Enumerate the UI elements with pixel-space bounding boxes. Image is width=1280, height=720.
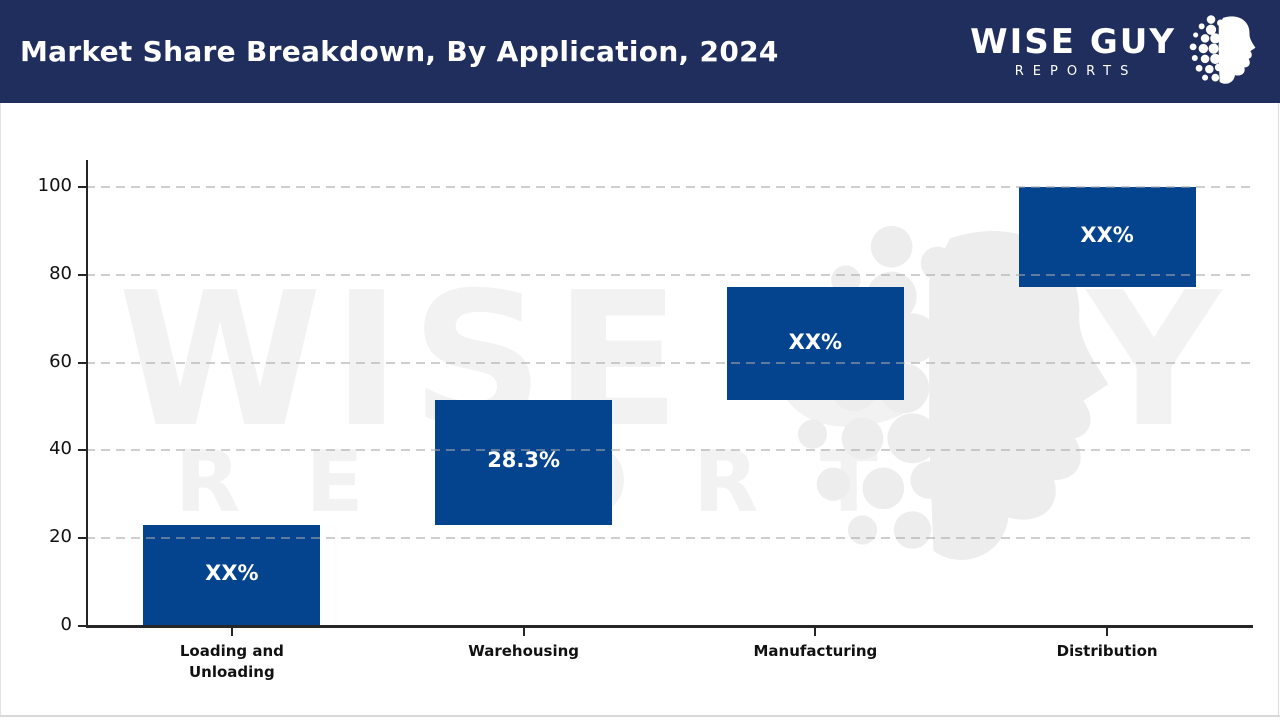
x-category-label-manufacturing: Manufacturing — [753, 642, 878, 660]
brand-logo-text: WISE GUY REPORTS — [970, 25, 1176, 79]
y-axis-line — [86, 160, 88, 627]
bar-value-label-loading-and-unloading: XX% — [205, 561, 259, 586]
y-tick-label-20: 20 — [49, 526, 72, 548]
x-category-label-warehousing: Warehousing — [468, 642, 580, 660]
gridline-100 — [86, 186, 1253, 188]
bar-warehousing — [435, 400, 613, 525]
right-border — [1278, 103, 1279, 717]
x-axis-line — [86, 625, 1253, 628]
y-tick-label-80: 80 — [49, 262, 72, 284]
bar-loading-and-unloading — [143, 524, 321, 626]
logo-head-icon — [1189, 14, 1256, 84]
y-axis-tick-60 — [78, 361, 87, 364]
bar-value-label-distribution: XX% — [1080, 223, 1134, 248]
y-tick-label-60: 60 — [49, 350, 72, 372]
bottom-border — [0, 715, 1280, 717]
x-axis-tick-loading-and-unloading — [230, 628, 233, 636]
gridline-20 — [86, 537, 1253, 540]
y-axis-tick-0 — [78, 625, 87, 627]
y-axis-tick-40 — [78, 449, 87, 452]
x-category-label-distribution: Distribution — [1056, 642, 1158, 660]
watermark-wordmark: WISE GUY — [118, 252, 1231, 468]
watermark-reports: REPORTS — [175, 433, 1069, 532]
y-tick-label-40: 40 — [49, 438, 72, 460]
brand-logo: WISE GUY REPORTS — [970, 11, 1266, 93]
page-title: Market Share Breakdown, By Application, … — [20, 35, 779, 68]
y-tick-label-0: 0 — [60, 614, 72, 635]
y-tick-label-100: 100 — [37, 175, 72, 196]
x-axis-tick-distribution — [1106, 628, 1109, 636]
logo-wordmark: WISE GUY — [970, 21, 1176, 62]
logo-reports-label: REPORTS — [1014, 63, 1138, 79]
y-axis-tick-100 — [78, 186, 87, 188]
gridline-40 — [86, 449, 1253, 452]
header: Market Share Breakdown, By Application, … — [0, 0, 1280, 103]
bar-value-label-warehousing: 28.3% — [487, 448, 561, 473]
gridline-60 — [86, 361, 1253, 364]
y-axis-tick-80 — [78, 273, 87, 276]
left-border — [0, 103, 1, 717]
x-axis-tick-warehousing — [522, 628, 525, 636]
y-axis-tick-20 — [78, 537, 87, 540]
x-axis-tick-manufacturing — [814, 628, 817, 636]
x-category-label-loading-and-unloading: Loading and Unloading — [179, 642, 284, 681]
bar-value-label-manufacturing: XX% — [788, 329, 843, 354]
gridline-80 — [86, 273, 1253, 276]
